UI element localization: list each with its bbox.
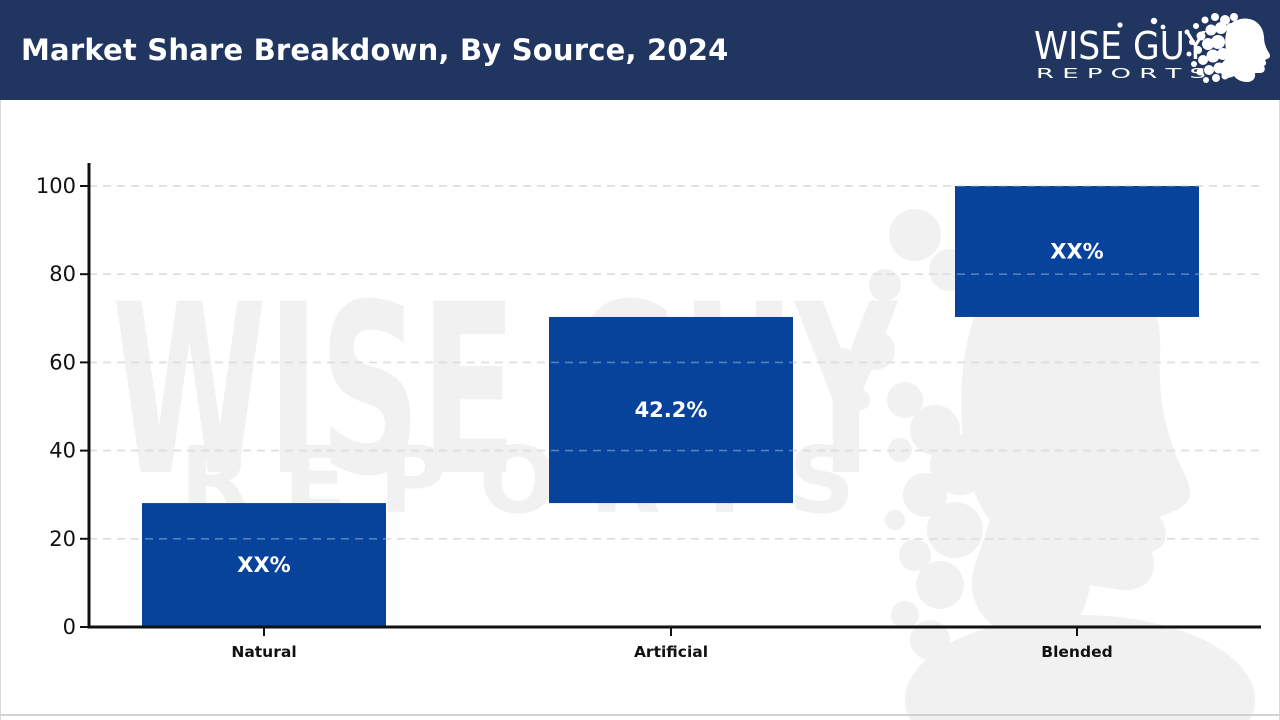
y-tick-label-40: 40 <box>49 439 76 463</box>
wise-guy-reports-logo: WISE GUY R E P O R T S <box>1034 13 1271 83</box>
bars: XX% 42.2% XX% <box>142 186 1199 627</box>
watermark-face-icon <box>828 209 1255 720</box>
y-tick-label-0: 0 <box>63 615 76 639</box>
y-tick-label-60: 60 <box>49 350 76 374</box>
page-title: Market Share Breakdown, By Source, 2024 <box>21 33 729 67</box>
bar-artificial <box>549 316 793 504</box>
category-label-artificial: Artificial <box>634 643 708 661</box>
logo-wordmark: WISE GUY <box>1034 24 1207 68</box>
frame-border-bottom <box>0 714 1280 716</box>
y-tick-label-80: 80 <box>49 262 76 286</box>
bar-blended <box>955 186 1199 317</box>
dotted-face-icon <box>1117 13 1271 83</box>
y-tick-label-20: 20 <box>49 527 76 551</box>
category-label-blended: Blended <box>1041 643 1112 661</box>
logo-subtitle: R E P O R T S <box>1036 67 1206 82</box>
frame-border-left <box>0 100 1 720</box>
market-share-chart: WISE GUY R E P O R T S XX%42.2%XX% 02040… <box>36 163 1261 720</box>
header-banner: Market Share Breakdown, By Source, 2024 … <box>0 0 1280 100</box>
bar-natural <box>142 503 386 627</box>
y-tick-label-100: 100 <box>36 174 76 198</box>
axes <box>80 163 1261 636</box>
bar-label-artificial: 42.2% <box>635 398 708 422</box>
bar-label-natural: XX% <box>237 553 290 577</box>
axis-labels: 0 20 40 60 80 100 Natural Artificial Blended <box>36 174 1113 661</box>
category-label-natural: Natural <box>231 643 296 661</box>
bar-label-blended: XX% <box>1050 239 1103 263</box>
chart-area: WISE GUY R E P O R T S XX% 42.2% XX% 0 20 40… <box>0 100 1280 720</box>
